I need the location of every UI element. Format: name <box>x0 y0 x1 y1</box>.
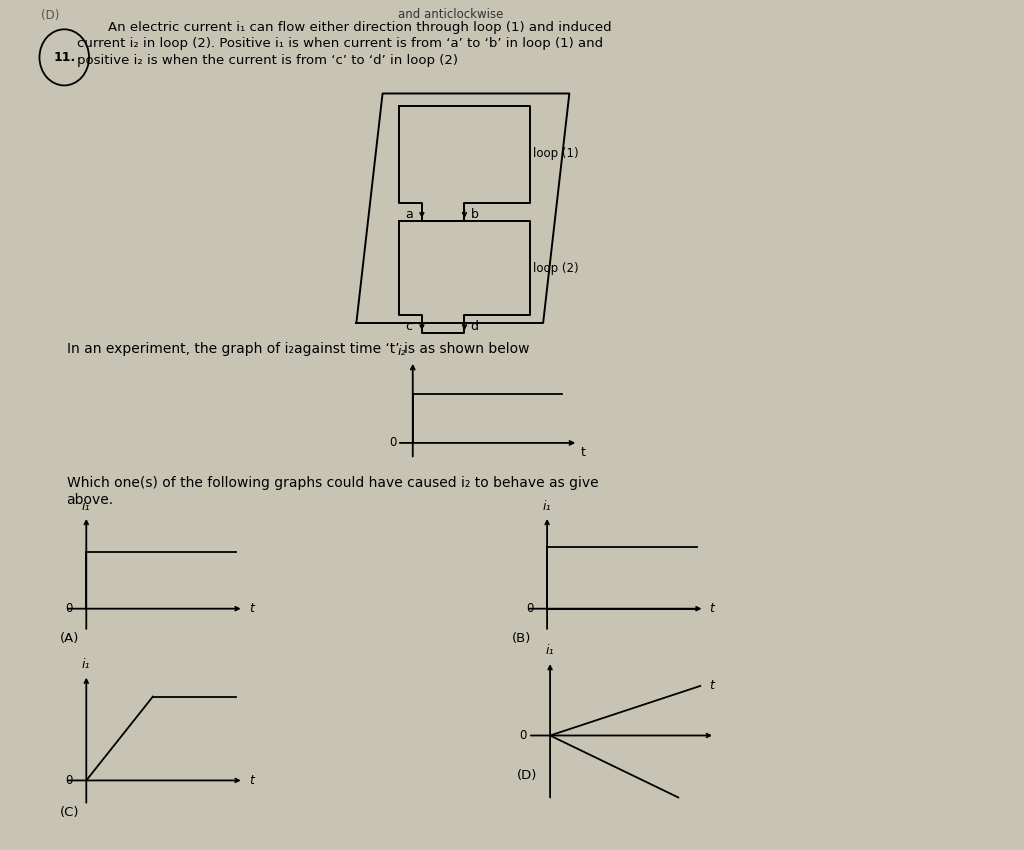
Text: 0: 0 <box>526 602 534 615</box>
Text: 11.: 11. <box>53 51 76 64</box>
Text: d: d <box>470 320 478 332</box>
Text: 0: 0 <box>389 436 397 450</box>
Text: positive i₂ is when the current is from ‘c’ to ‘d’ in loop (2): positive i₂ is when the current is from … <box>77 54 458 66</box>
Text: t: t <box>249 602 254 615</box>
Text: (A): (A) <box>59 632 79 645</box>
Text: (D): (D) <box>41 8 59 21</box>
Text: 0: 0 <box>519 729 526 742</box>
Text: c: c <box>406 320 413 332</box>
Text: loop (1): loop (1) <box>534 147 579 161</box>
Text: i₁: i₁ <box>82 500 90 513</box>
Text: i₁: i₁ <box>546 644 554 657</box>
Text: t: t <box>581 446 586 459</box>
Text: An electric current i₁ can flow either direction through loop (1) and induced: An electric current i₁ can flow either d… <box>108 21 611 34</box>
Text: a: a <box>404 208 413 221</box>
Text: current i₂ in loop (2). Positive i₁ is when current is from ‘a’ to ‘b’ in loop (: current i₂ in loop (2). Positive i₁ is w… <box>77 37 603 50</box>
Text: i₁: i₁ <box>543 500 551 513</box>
Text: above.: above. <box>67 493 114 507</box>
Text: t: t <box>249 774 254 787</box>
Text: t: t <box>710 679 715 693</box>
Text: t: t <box>710 602 715 615</box>
Text: Which one(s) of the following graphs could have caused i₂ to behave as give: Which one(s) of the following graphs cou… <box>67 476 598 490</box>
Text: loop (2): loop (2) <box>534 262 579 275</box>
Text: i₂: i₂ <box>397 344 406 358</box>
Text: (B): (B) <box>512 632 531 645</box>
Text: 0: 0 <box>66 602 73 615</box>
Text: (C): (C) <box>59 806 79 819</box>
Text: b: b <box>470 208 478 221</box>
Text: 0: 0 <box>66 774 73 787</box>
Text: In an experiment, the graph of i₂against time ‘t’ is as shown below: In an experiment, the graph of i₂against… <box>67 342 529 355</box>
Text: (D): (D) <box>517 769 538 782</box>
Text: and anticlockwise: and anticlockwise <box>398 8 503 21</box>
Text: i₁: i₁ <box>82 658 90 672</box>
